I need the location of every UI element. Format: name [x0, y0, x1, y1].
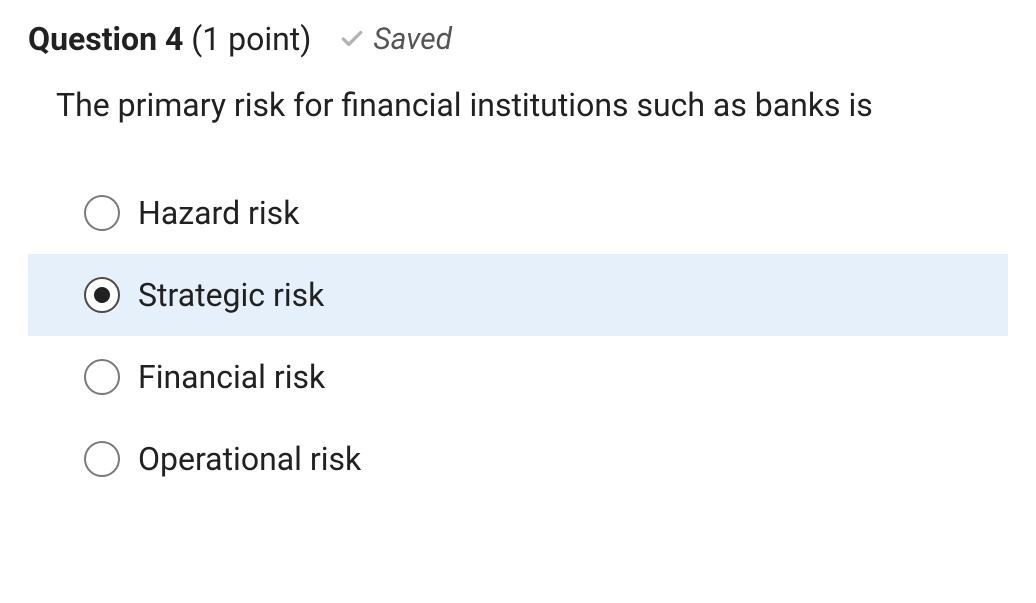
checkmark-icon [339, 26, 365, 52]
question-number: 4 [165, 20, 183, 58]
question-label: Question [28, 20, 157, 58]
radio-button[interactable] [84, 195, 120, 231]
option-row[interactable]: Hazard risk [28, 172, 1008, 254]
radio-button[interactable] [84, 277, 120, 313]
saved-indicator: Saved [339, 22, 452, 57]
option-label: Financial risk [138, 358, 325, 396]
question-header: Question 4 (1 point) Saved [28, 20, 1008, 58]
question-text: The primary risk for financial instituti… [56, 86, 1008, 124]
options-list: Hazard risk Strategic risk Financial ris… [28, 172, 1008, 500]
option-label: Hazard risk [138, 194, 299, 232]
saved-text: Saved [373, 22, 452, 57]
option-label: Operational risk [138, 440, 361, 478]
option-label: Strategic risk [138, 276, 324, 314]
radio-button[interactable] [84, 359, 120, 395]
option-row[interactable]: Operational risk [28, 418, 1008, 500]
question-title: Question 4 (1 point) [28, 20, 311, 58]
option-row[interactable]: Financial risk [28, 336, 1008, 418]
option-row[interactable]: Strategic risk [28, 254, 1008, 336]
radio-button[interactable] [84, 441, 120, 477]
points-text: (1 point) [191, 20, 311, 58]
